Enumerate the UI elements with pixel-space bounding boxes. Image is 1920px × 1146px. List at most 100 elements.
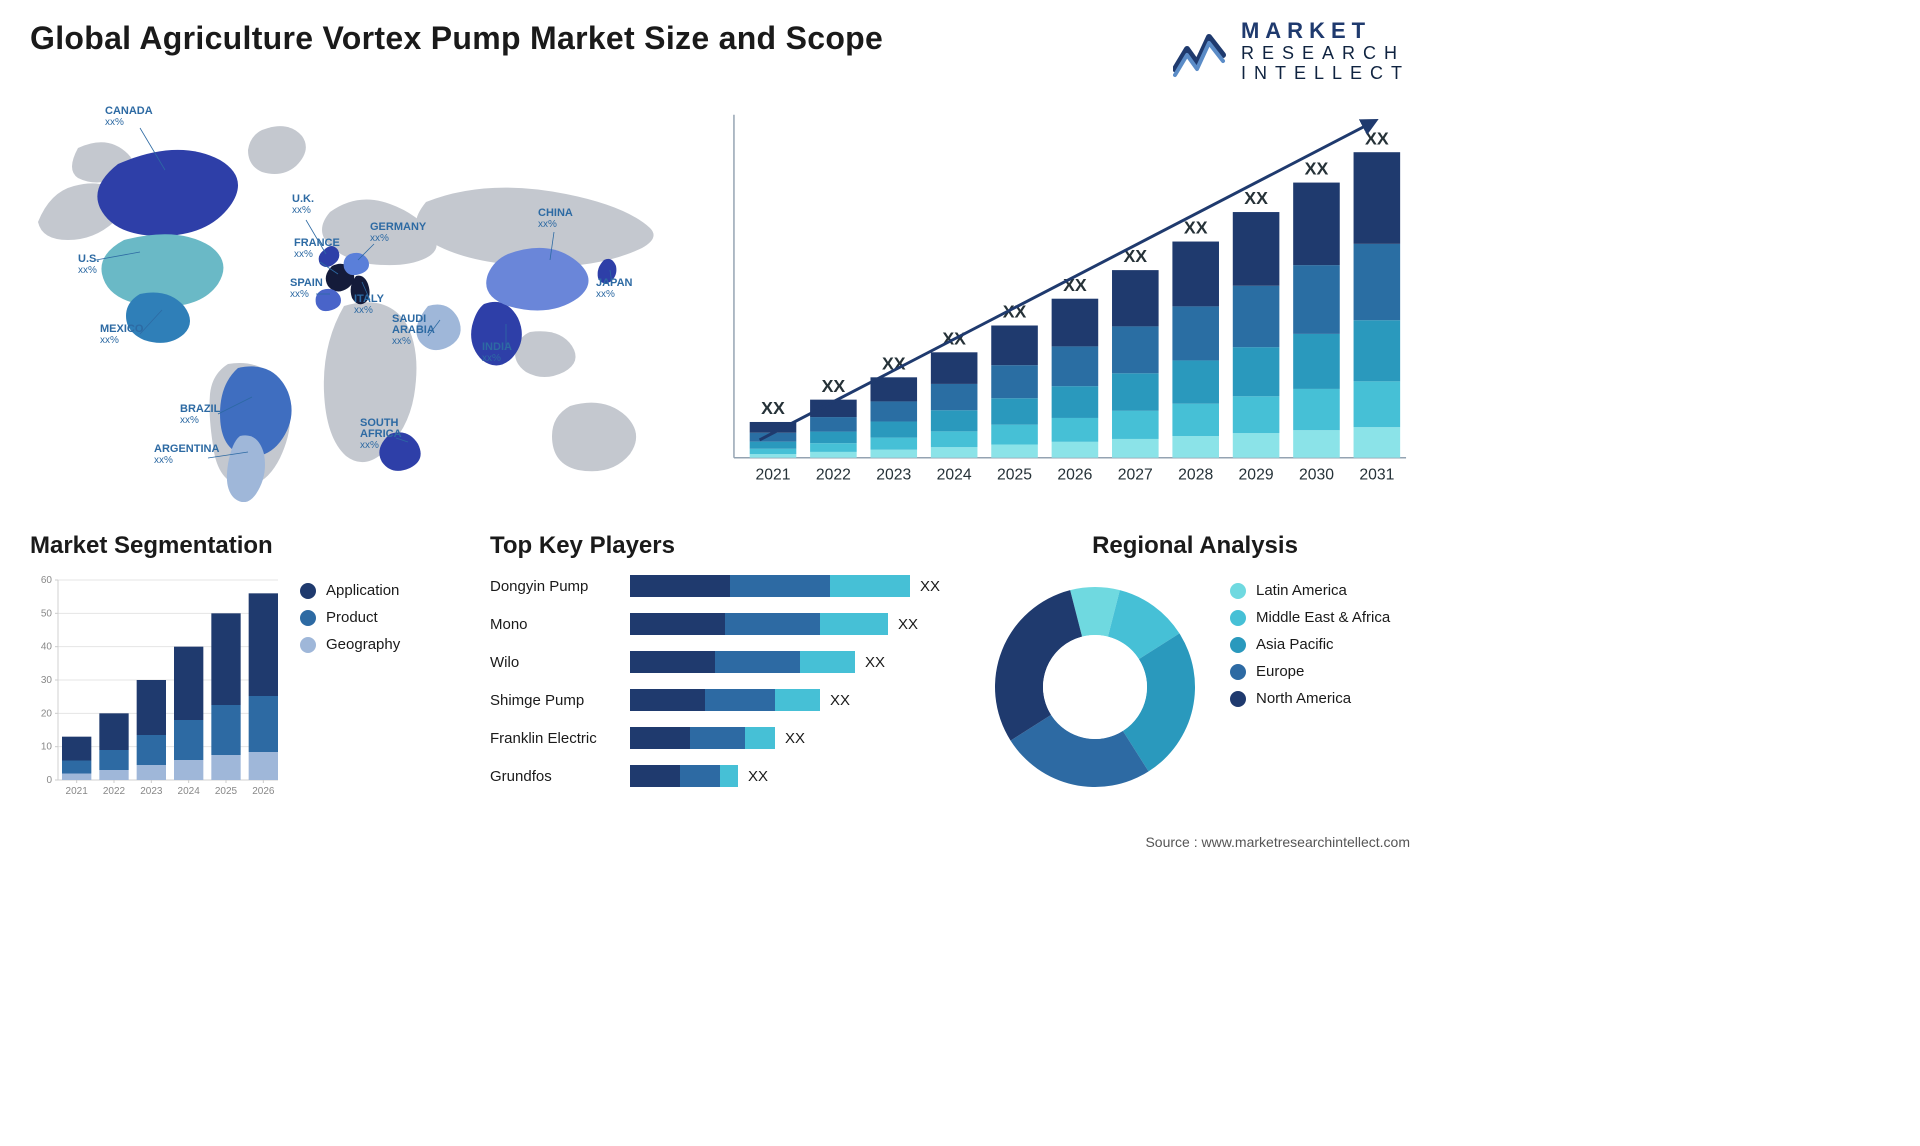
legend-color-dot [1230, 637, 1246, 653]
svg-text:MEXICO: MEXICO [100, 323, 144, 335]
svg-text:CANADA: CANADA [105, 105, 153, 117]
player-bar-segment [630, 727, 690, 749]
svg-text:20: 20 [41, 708, 53, 719]
player-name: Dongyin Pump [490, 578, 630, 595]
brand-logo: MARKET RESEARCH INTELLECT [1173, 20, 1410, 82]
player-value: XX [920, 578, 940, 595]
svg-text:2022: 2022 [103, 786, 126, 797]
svg-text:INDIA: INDIA [482, 341, 512, 353]
player-bar-segment [820, 613, 888, 635]
legend-color-dot [1230, 664, 1246, 680]
svg-text:GERMANY: GERMANY [370, 221, 427, 233]
player-name: Grundfos [490, 768, 630, 785]
svg-text:XX: XX [1244, 188, 1268, 208]
svg-text:XX: XX [761, 398, 785, 418]
legend-color-dot [1230, 691, 1246, 707]
player-bar-segment [745, 727, 775, 749]
svg-text:40: 40 [41, 642, 53, 653]
player-value: XX [898, 616, 918, 633]
player-name: Franklin Electric [490, 730, 630, 747]
source-attribution: Source : www.marketresearchintellect.com [1145, 834, 1410, 850]
player-bar-segment [830, 575, 910, 597]
svg-text:XX: XX [1305, 159, 1329, 179]
svg-text:xx%: xx% [392, 336, 411, 347]
player-bar-segment [705, 689, 775, 711]
logo-line2: RESEARCH [1241, 44, 1410, 62]
player-bar [630, 651, 855, 673]
legend-label: Product [326, 609, 378, 626]
player-row: Shimge Pump XX [490, 686, 950, 714]
svg-text:10: 10 [41, 742, 53, 753]
player-row: MonoXX [490, 610, 950, 638]
player-bar [630, 765, 738, 787]
player-bar [630, 575, 910, 597]
legend-label: Middle East & Africa [1256, 609, 1390, 626]
player-bar-segment [690, 727, 745, 749]
player-bar-segment [630, 651, 715, 673]
svg-text:2029: 2029 [1239, 466, 1274, 483]
svg-text:xx%: xx% [180, 415, 199, 426]
legend-color-dot [300, 583, 316, 599]
player-bar-segment [725, 613, 820, 635]
player-bar-list: Dongyin PumpXXMonoXXWiloXXShimge PumpXXF… [490, 572, 950, 790]
player-bar [630, 727, 775, 749]
player-name: Shimge Pump [490, 692, 630, 709]
svg-text:xx%: xx% [100, 335, 119, 346]
svg-text:2025: 2025 [215, 786, 238, 797]
key-players-panel: Top Key Players Dongyin PumpXXMonoXXWilo… [490, 532, 950, 802]
svg-text:xx%: xx% [354, 305, 373, 316]
legend-color-dot [300, 637, 316, 653]
svg-text:CHINA: CHINA [538, 207, 573, 219]
svg-text:xx%: xx% [360, 440, 379, 451]
svg-text:2027: 2027 [1118, 466, 1153, 483]
svg-text:50: 50 [41, 608, 53, 619]
svg-text:0: 0 [46, 775, 52, 786]
player-bar [630, 613, 888, 635]
player-bar-segment [720, 765, 738, 787]
logo-mark-icon [1173, 23, 1229, 79]
player-bar-segment [730, 575, 830, 597]
svg-text:U.K.: U.K. [292, 193, 314, 205]
svg-text:2022: 2022 [816, 466, 851, 483]
regional-legend-item: Middle East & Africa [1230, 609, 1390, 626]
svg-text:SPAIN: SPAIN [290, 277, 323, 289]
svg-text:60: 60 [41, 575, 53, 586]
svg-text:xx%: xx% [292, 205, 311, 216]
player-bar [630, 689, 820, 711]
player-bar-segment [630, 689, 705, 711]
svg-text:xx%: xx% [294, 249, 313, 260]
segmentation-legend-item: Application [300, 582, 400, 599]
player-value: XX [830, 692, 850, 709]
segmentation-title: Market Segmentation [30, 532, 460, 560]
player-bar-segment [680, 765, 720, 787]
player-value: XX [785, 730, 805, 747]
world-map: CANADAxx%U.S.xx%MEXICOxx%BRAZILxx%ARGENT… [30, 92, 670, 512]
market-size-bar-chart: XX2021XX2022XX2023XX2024XX2025XX2026XX20… [730, 92, 1410, 512]
svg-text:XX: XX [1365, 128, 1389, 148]
svg-text:U.S.: U.S. [78, 253, 99, 265]
regional-legend-item: North America [1230, 690, 1390, 707]
svg-text:FRANCE: FRANCE [294, 237, 340, 249]
key-players-title: Top Key Players [490, 532, 950, 560]
svg-text:2030: 2030 [1299, 466, 1334, 483]
svg-text:xx%: xx% [370, 233, 389, 244]
svg-text:2024: 2024 [937, 466, 972, 483]
player-bar-segment [630, 613, 725, 635]
legend-color-dot [1230, 610, 1246, 626]
regional-title: Regional Analysis [980, 532, 1410, 560]
legend-label: Geography [326, 636, 400, 653]
svg-text:ARGENTINA: ARGENTINA [154, 443, 219, 455]
player-value: XX [865, 654, 885, 671]
regional-legend-item: Latin America [1230, 582, 1390, 599]
player-row: Dongyin Pump XX [490, 572, 950, 600]
player-bar-segment [630, 765, 680, 787]
svg-text:30: 30 [41, 675, 53, 686]
svg-text:ITALY: ITALY [354, 293, 385, 305]
player-bar-segment [715, 651, 800, 673]
svg-text:xx%: xx% [290, 289, 309, 300]
legend-label: Europe [1256, 663, 1304, 680]
svg-text:2028: 2028 [1178, 466, 1213, 483]
legend-color-dot [300, 610, 316, 626]
svg-text:xx%: xx% [105, 117, 124, 128]
segmentation-legend-item: Geography [300, 636, 400, 653]
